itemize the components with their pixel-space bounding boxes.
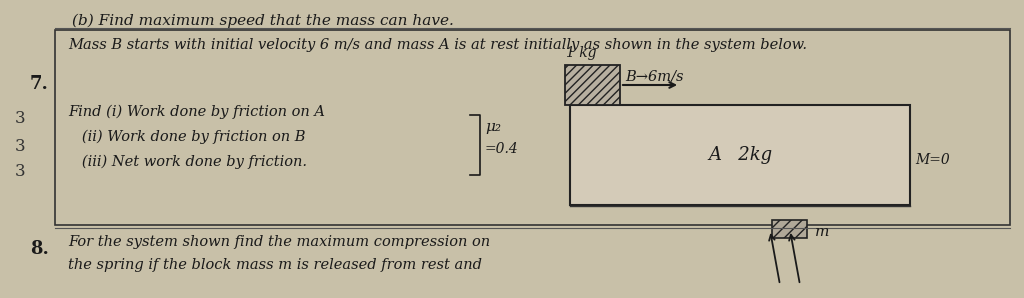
Text: 1 kg: 1 kg [566,46,597,60]
Text: μ₂: μ₂ [485,120,501,134]
Text: (iii) Net work done by friction.: (iii) Net work done by friction. [68,155,307,169]
Text: B→6m/s: B→6m/s [625,70,683,84]
Bar [565,65,620,105]
Text: Find (i) Work done by friction on A: Find (i) Work done by friction on A [68,105,325,119]
Text: Mass B starts with initial velocity 6 m/s and mass A is at rest initially as sho: Mass B starts with initial velocity 6 m/… [68,38,807,52]
Text: m: m [815,225,829,239]
Text: the spring if the block mass m is released from rest and: the spring if the block mass m is releas… [68,258,482,272]
Text: 3: 3 [15,110,26,127]
Text: 3: 3 [15,163,26,180]
Text: M=0: M=0 [915,153,949,167]
Text: A   2kg: A 2kg [708,146,772,164]
Text: =0.4: =0.4 [485,142,519,156]
Bar [55,30,1010,225]
Bar [772,220,807,238]
Text: (ii) Work done by friction on B: (ii) Work done by friction on B [68,130,305,145]
Text: For the system shown find the maximum compression on: For the system shown find the maximum co… [68,235,490,249]
Text: 7.: 7. [30,75,49,93]
Text: (b) Find maximum speed that the mass can have.: (b) Find maximum speed that the mass can… [72,14,454,28]
Bar [570,105,910,205]
Text: 3: 3 [15,138,26,155]
Text: 8.: 8. [30,240,49,258]
Bar [55,230,1010,298]
